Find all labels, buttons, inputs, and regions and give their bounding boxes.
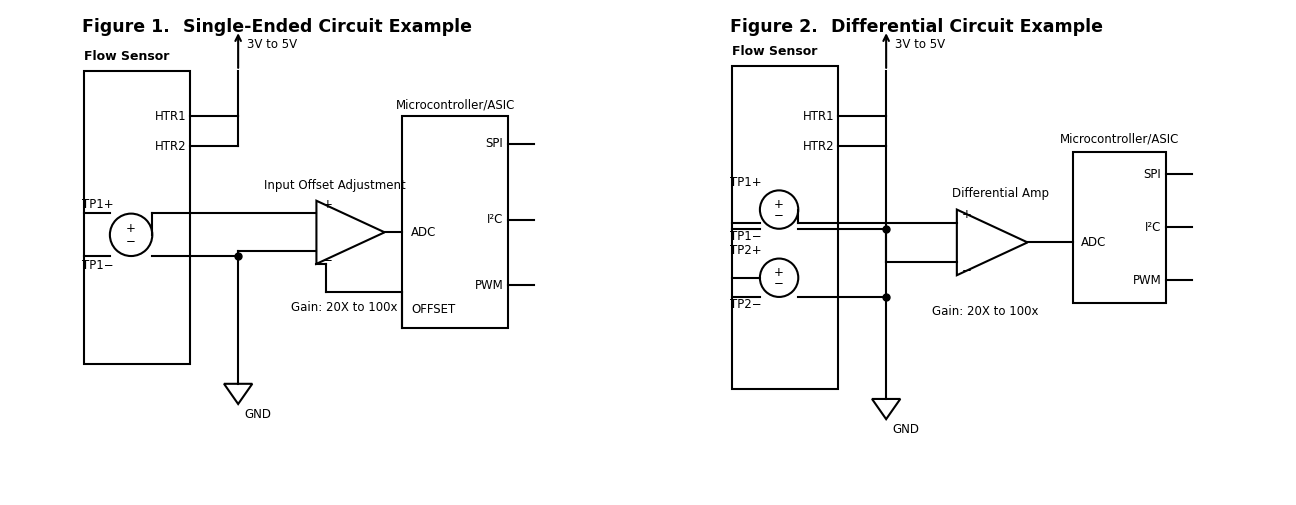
Text: 3V to 5V: 3V to 5V <box>896 38 945 51</box>
Text: HTR1: HTR1 <box>802 110 835 123</box>
Text: Differential Amp: Differential Amp <box>951 187 1048 200</box>
Text: TP1−: TP1− <box>82 259 113 272</box>
Text: TP1+: TP1+ <box>730 176 761 189</box>
Text: +: + <box>323 198 332 211</box>
Bar <box>1073 152 1166 303</box>
Text: Gain: 20X to 100x: Gain: 20X to 100x <box>292 300 398 314</box>
Text: GND: GND <box>892 423 919 436</box>
Text: I²C: I²C <box>1144 221 1161 234</box>
Text: PWM: PWM <box>474 279 503 292</box>
Text: HTR1: HTR1 <box>154 110 187 123</box>
Text: OFFSET: OFFSET <box>411 302 456 316</box>
Bar <box>402 116 508 328</box>
Text: −: − <box>323 254 332 267</box>
Text: HTR2: HTR2 <box>802 140 835 153</box>
Text: I²C: I²C <box>487 213 503 226</box>
Text: Figure 2.: Figure 2. <box>730 18 818 36</box>
Text: −: − <box>126 235 136 248</box>
Text: −: − <box>774 209 784 222</box>
Text: Microcontroller/ASIC: Microcontroller/ASIC <box>1060 132 1179 145</box>
Bar <box>732 66 839 389</box>
Text: Microcontroller/ASIC: Microcontroller/ASIC <box>395 98 515 111</box>
Text: GND: GND <box>244 408 271 421</box>
Bar <box>84 71 191 364</box>
Text: TP2−: TP2− <box>730 298 761 312</box>
Text: Single-Ended Circuit Example: Single-Ended Circuit Example <box>183 18 472 36</box>
Text: SPI: SPI <box>1143 168 1161 181</box>
Text: HTR2: HTR2 <box>154 140 187 153</box>
Text: Flow Sensor: Flow Sensor <box>732 45 818 58</box>
Text: TP1−: TP1− <box>730 230 761 243</box>
Text: −: − <box>962 264 972 277</box>
Text: ADC: ADC <box>1081 236 1105 249</box>
Text: Differential Circuit Example: Differential Circuit Example <box>831 18 1103 36</box>
Text: +: + <box>774 197 784 211</box>
Text: Flow Sensor: Flow Sensor <box>84 50 170 63</box>
Text: Gain: 20X to 100x: Gain: 20X to 100x <box>932 305 1038 318</box>
Text: 3V to 5V: 3V to 5V <box>248 38 297 51</box>
Text: Input Offset Adjustment: Input Offset Adjustment <box>264 179 406 191</box>
Text: ADC: ADC <box>411 226 437 239</box>
Text: +: + <box>126 222 136 235</box>
Text: PWM: PWM <box>1133 274 1161 287</box>
Text: −: − <box>774 277 784 290</box>
Text: TP2+: TP2+ <box>730 244 761 257</box>
Text: +: + <box>962 208 972 221</box>
Text: Figure 1.: Figure 1. <box>82 18 170 36</box>
Text: SPI: SPI <box>486 137 503 150</box>
Text: +: + <box>774 266 784 279</box>
Text: TP1+: TP1+ <box>82 198 113 211</box>
